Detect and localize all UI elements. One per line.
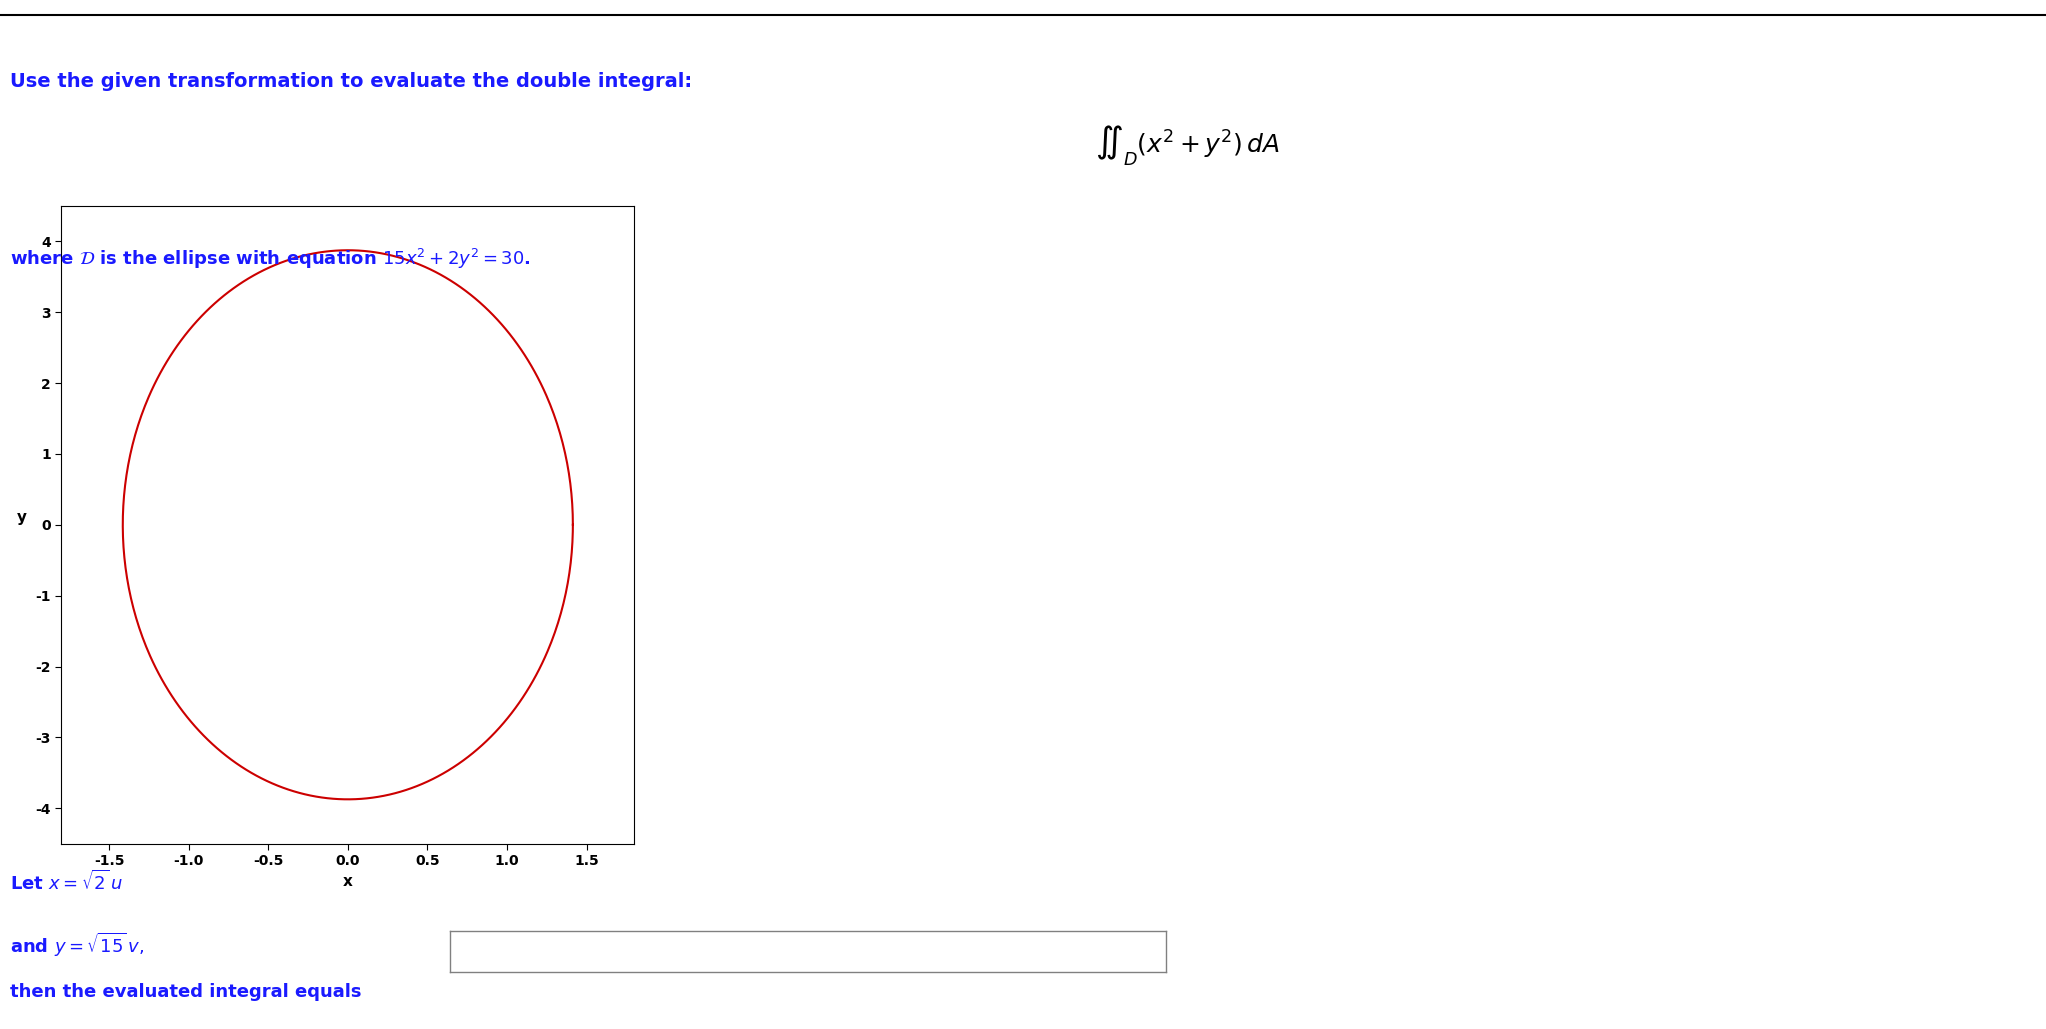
Text: $\iint_{D} (x^2 + y^2)\, dA$: $\iint_{D} (x^2 + y^2)\, dA$ [1095,123,1279,168]
Text: where $\mathcal{D}$ is the ellipse with equation $15x^2 + 2y^2 = 30$.: where $\mathcal{D}$ is the ellipse with … [10,247,530,271]
Text: Use the given transformation to evaluate the double integral:: Use the given transformation to evaluate… [10,72,692,91]
Text: and $y = \sqrt{15}\, v,$: and $y = \sqrt{15}\, v,$ [10,931,145,959]
Y-axis label: y: y [16,509,27,525]
Text: then the evaluated integral equals: then the evaluated integral equals [10,983,362,1000]
X-axis label: x: x [344,874,352,889]
Text: Let $x = \sqrt{2}\, u$: Let $x = \sqrt{2}\, u$ [10,870,123,893]
